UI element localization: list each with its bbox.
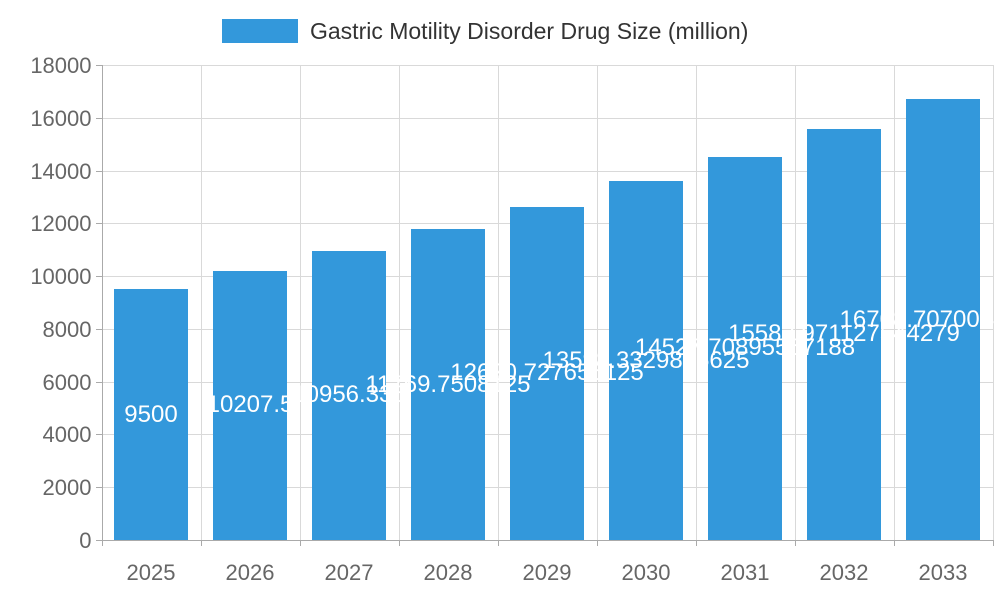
gridline-vertical xyxy=(497,65,499,540)
bar-value-label: 14527.70895557188 xyxy=(634,334,856,362)
bar-value-label: 10207.5 xyxy=(206,391,294,419)
x-axis-tick xyxy=(398,540,400,546)
bar-2027[interactable] xyxy=(312,250,386,540)
y-axis-tick xyxy=(95,328,102,330)
bar-value-label: 16708.7070024279 xyxy=(839,305,1000,333)
bar-2033[interactable] xyxy=(906,99,980,540)
bar-2031[interactable] xyxy=(708,156,782,540)
x-axis-tick xyxy=(497,540,499,546)
bar-value-label: 11769.7508125 xyxy=(365,370,531,398)
legend-label[interactable]: Gastric Motility Disorder Drug Size (mil… xyxy=(310,18,749,44)
y-axis-tick xyxy=(95,65,102,66)
gridline-vertical xyxy=(695,65,697,540)
gridline-vertical xyxy=(992,65,994,540)
y-axis-tick-label: 8000 xyxy=(42,316,92,342)
x-axis-tick xyxy=(299,540,301,546)
gridline-vertical xyxy=(398,65,400,540)
bar-2025[interactable] xyxy=(114,289,188,540)
bar-2030[interactable] xyxy=(609,181,683,540)
y-axis-tick-label: 18000 xyxy=(30,53,92,78)
x-axis-tick-label: 2028 xyxy=(423,560,473,585)
y-axis-tick xyxy=(95,487,102,489)
y-axis-tick-label: 0 xyxy=(79,528,92,553)
bar-value-label: 12620.727655125 xyxy=(450,359,644,387)
gridline-horizontal xyxy=(101,170,993,172)
y-axis-tick-label: 2000 xyxy=(42,475,92,501)
y-axis-tick-label: 6000 xyxy=(42,369,92,395)
x-axis-tick-label: 2032 xyxy=(819,560,869,585)
bar-2026[interactable] xyxy=(213,270,287,540)
gridline-vertical xyxy=(794,65,796,540)
bar-2028[interactable] xyxy=(411,229,485,540)
x-axis-tick xyxy=(200,540,202,546)
y-axis-tick-label: 4000 xyxy=(42,422,92,448)
gridline-vertical xyxy=(893,65,895,540)
bar-value-label: 9500 xyxy=(124,400,178,428)
y-axis-tick xyxy=(95,434,102,436)
y-axis-line xyxy=(101,65,103,540)
gridline-horizontal xyxy=(101,117,993,119)
y-axis-tick-label: 12000 xyxy=(30,211,92,237)
y-axis-tick xyxy=(95,117,102,119)
x-axis-tick-label: 2027 xyxy=(324,560,374,585)
x-axis-tick-label: 2030 xyxy=(621,560,671,585)
x-axis-line xyxy=(101,540,994,541)
x-axis-tick-label: 2029 xyxy=(522,560,572,585)
gridline-horizontal xyxy=(101,65,993,66)
x-axis-tick xyxy=(893,540,895,546)
x-axis-tick-label: 2025 xyxy=(126,560,176,585)
x-axis-tick xyxy=(794,540,796,546)
bar-2029[interactable] xyxy=(510,206,584,540)
y-axis-tick xyxy=(95,223,102,225)
x-axis-tick xyxy=(992,540,994,546)
y-axis-tick xyxy=(95,276,102,278)
x-axis-tick xyxy=(695,540,697,546)
y-axis-tick-label: 10000 xyxy=(30,264,92,290)
gridline-vertical xyxy=(299,65,301,540)
gridline-vertical xyxy=(200,65,202,540)
x-axis-tick xyxy=(101,540,103,546)
x-axis-tick xyxy=(596,540,598,546)
y-axis-tick xyxy=(95,381,102,383)
y-axis-tick xyxy=(95,170,102,172)
bar-value-label: 10956.335 xyxy=(292,381,406,409)
x-axis-tick-label: 2031 xyxy=(720,560,770,585)
legend[interactable]: Gastric Motility Disorder Drug Size (mil… xyxy=(222,19,748,43)
gridline-vertical xyxy=(596,65,598,540)
x-axis-tick-label: 2033 xyxy=(918,560,968,585)
y-axis-tick xyxy=(95,540,102,541)
bar-value-label: 15583.971127544279 xyxy=(728,320,960,348)
bar-value-label: 13598.3329845625 xyxy=(542,346,750,374)
y-axis-tick-label: 14000 xyxy=(30,158,92,184)
legend-swatch[interactable] xyxy=(222,19,298,43)
x-axis-tick-label: 2026 xyxy=(225,560,275,585)
bar-2032[interactable] xyxy=(807,128,881,540)
y-axis-tick-label: 16000 xyxy=(30,105,92,131)
